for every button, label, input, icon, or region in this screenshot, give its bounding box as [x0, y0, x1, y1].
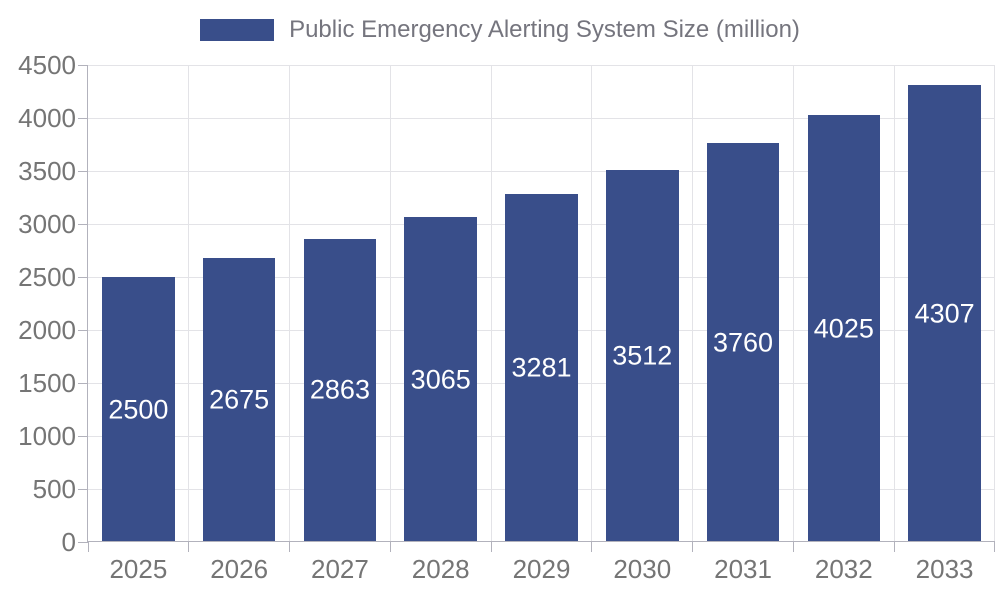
- bar-value-label: 3281: [511, 352, 572, 383]
- legend-swatch: [200, 19, 275, 41]
- x-axis-tick: [591, 542, 593, 552]
- bar-value-label: 3512: [612, 340, 673, 371]
- x-axis-line: [88, 541, 995, 542]
- gridline-vertical: [591, 65, 593, 542]
- bar-value-label: 2863: [309, 374, 370, 405]
- y-tick-label: 4000: [18, 103, 76, 133]
- y-tick-label: 3500: [18, 156, 76, 186]
- bar-value-label: 4307: [914, 298, 975, 329]
- bar: [605, 169, 679, 542]
- x-tick-label: 2029: [512, 554, 571, 584]
- y-tick-label: 4500: [18, 50, 76, 80]
- bar: [303, 238, 377, 542]
- x-axis-tick: [994, 542, 995, 552]
- x-tick-label: 2031: [714, 554, 772, 584]
- bar: [505, 194, 578, 542]
- y-axis-tick: [78, 170, 88, 172]
- gridline-horizontal: [88, 170, 995, 172]
- bar-value-label: 3065: [410, 364, 471, 395]
- y-tick-label: 1500: [18, 368, 76, 398]
- x-axis-tick: [893, 542, 895, 552]
- y-axis-line: [87, 65, 88, 542]
- bar: [102, 277, 175, 542]
- gridline-vertical: [188, 65, 190, 542]
- x-axis-tick: [389, 542, 391, 552]
- bar: [706, 143, 780, 542]
- gridline-vertical: [994, 65, 995, 542]
- legend-label: Public Emergency Alerting System Size (m…: [289, 16, 800, 43]
- gridline-vertical: [893, 65, 895, 542]
- y-tick-label: 500: [32, 474, 76, 504]
- y-axis-tick: [78, 64, 88, 66]
- x-axis-tick: [792, 542, 794, 552]
- gridline-vertical: [692, 65, 694, 542]
- gridline-vertical: [389, 65, 391, 542]
- x-tick-label: 2028: [411, 554, 470, 584]
- plot-area: 0 500 1000 1500 2000 2500 3000 3500 4000 4500 2500…: [18, 50, 995, 584]
- y-tick-label: 1000: [18, 421, 76, 451]
- gridline-horizontal: [88, 64, 995, 66]
- y-axis-tick: [78, 541, 88, 543]
- bar-value-label: 4025: [813, 313, 874, 344]
- y-axis-tick: [78, 117, 88, 119]
- y-tick-label: 3000: [18, 209, 76, 239]
- y-axis-tick: [78, 223, 88, 225]
- x-tick-label: 2033: [915, 554, 974, 584]
- bar: [404, 217, 477, 542]
- gridline-vertical: [289, 65, 291, 542]
- x-tick-label: 2032: [814, 554, 873, 584]
- bar-value-label: 3760: [713, 327, 774, 358]
- gridline-vertical: [792, 65, 794, 542]
- x-axis-tick: [289, 542, 291, 552]
- y-axis-tick: [78, 329, 88, 331]
- bar: [807, 115, 881, 542]
- y-tick-label: 0: [61, 527, 76, 557]
- y-tick-label: 2000: [18, 315, 76, 345]
- x-tick-label: 2030: [613, 554, 672, 584]
- bar: [908, 85, 981, 542]
- y-axis-tick: [78, 435, 88, 437]
- gridline-vertical: [490, 65, 492, 542]
- y-axis-tick: [78, 276, 88, 278]
- bar-value-label: 2675: [209, 384, 270, 415]
- y-axis-tick: [78, 488, 88, 490]
- x-axis-tick: [490, 542, 492, 552]
- x-axis-tick: [188, 542, 190, 552]
- x-axis-tick: [692, 542, 694, 552]
- x-axis-tick: [87, 542, 89, 552]
- bar-value-label: 2500: [108, 394, 169, 424]
- y-tick-label: 2500: [18, 262, 76, 292]
- y-axis-tick: [78, 382, 88, 384]
- legend[interactable]: Public Emergency Alerting System Size (m…: [0, 16, 1000, 44]
- x-tick-label: 2026: [210, 554, 269, 584]
- bar: [202, 258, 276, 542]
- x-tick-label: 2025: [109, 554, 168, 584]
- gridline-horizontal: [88, 117, 995, 119]
- x-tick-label: 2027: [311, 554, 369, 584]
